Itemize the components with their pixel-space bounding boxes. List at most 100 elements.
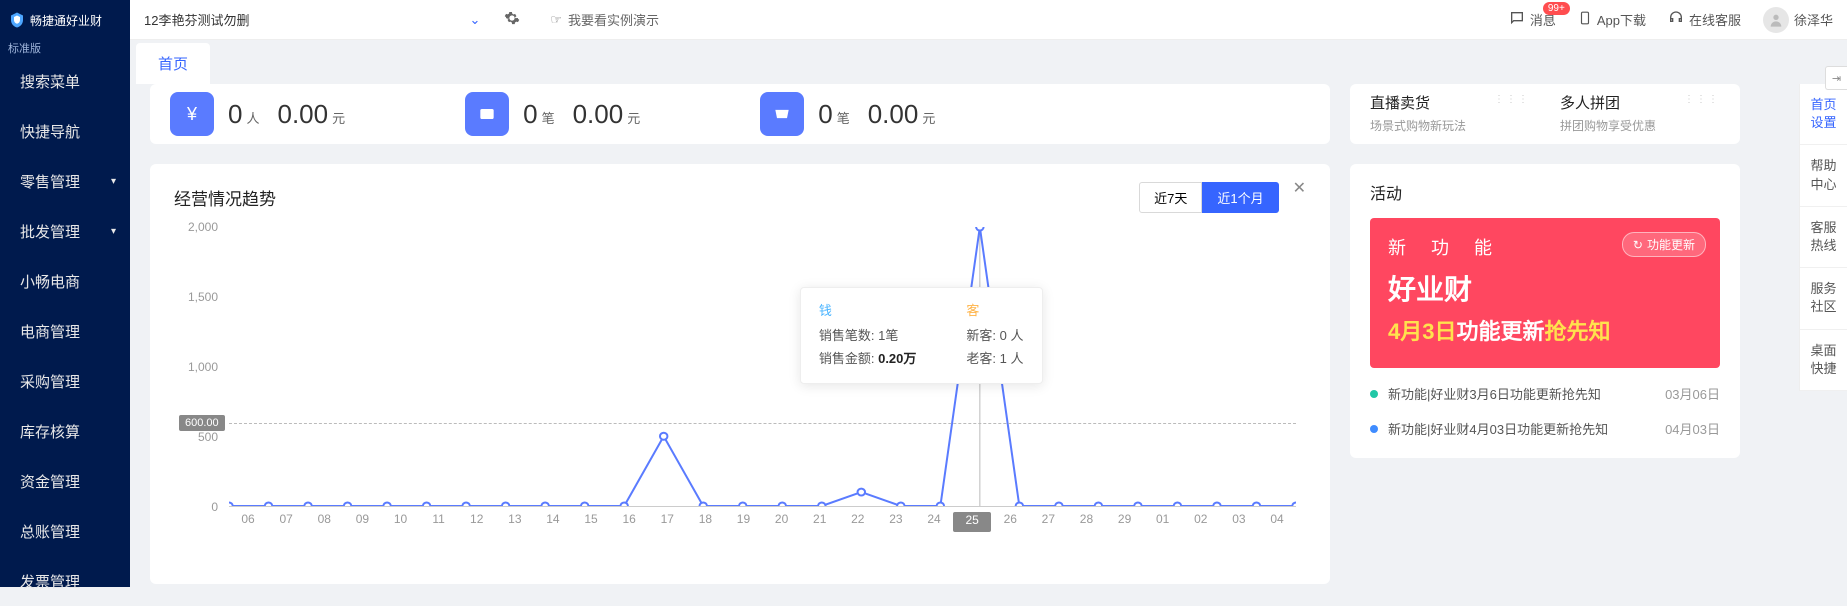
topbar: 12李艳芬测试勿删 ⌄ ☞ 我要看实例演示 消息 99+ App下载 在线客服: [130, 0, 1847, 40]
demo-label: 我要看实例演示: [568, 10, 659, 29]
headset-icon: [1668, 10, 1684, 29]
sidebar-item-label: 零售管理: [20, 171, 80, 192]
kpi-card: 0笔 0.00元: [760, 92, 935, 136]
messages-button[interactable]: 消息 99+: [1509, 10, 1556, 29]
org-name: 12李艳芬测试勿删: [144, 10, 249, 29]
x-tick: 01: [1144, 512, 1182, 532]
rail-item[interactable]: 客服热线: [1800, 207, 1847, 268]
x-tick: 25: [953, 512, 991, 532]
x-tick: 23: [877, 512, 915, 532]
sidebar-item[interactable]: 采购管理: [0, 356, 130, 406]
caret-icon: ▾: [111, 176, 116, 187]
x-tick: 15: [572, 512, 610, 532]
sidebar-item-label: 批发管理: [20, 221, 80, 242]
main-content: ¥ 0人 0.00元 0笔 0.00元 0笔 0.00元: [130, 84, 1797, 587]
x-tick: 24: [915, 512, 953, 532]
kpi-card: ¥ 0人 0.00元: [170, 92, 345, 136]
rail-item[interactable]: 首页设置: [1800, 84, 1847, 145]
promo-sub: 场景式购物新玩法: [1370, 117, 1530, 134]
news-item[interactable]: 新功能|好业财3月6日功能更新抢先知03月06日: [1370, 384, 1720, 403]
brand-icon: [8, 11, 26, 29]
hand-icon: ☞: [550, 12, 562, 28]
messages-badge: 99+: [1543, 2, 1570, 15]
range-toggle: 近7天 近1个月: [1139, 182, 1278, 213]
x-tick: 02: [1182, 512, 1220, 532]
y-tick: 2,000: [188, 220, 218, 234]
version-badge: 标准版: [0, 40, 130, 56]
x-tick: 29: [1106, 512, 1144, 532]
x-tick: 26: [991, 512, 1029, 532]
news-date: 04月03日: [1665, 419, 1720, 438]
sidebar: 畅捷通好业财 标准版 搜索菜单快捷导航零售管理▾批发管理▾小畅电商电商管理采购管…: [0, 0, 130, 587]
banner-update-button[interactable]: ↻ 功能更新: [1622, 232, 1706, 257]
refresh-icon: ↻: [1633, 238, 1643, 252]
gear-icon[interactable]: [504, 10, 520, 29]
x-tick: 16: [610, 512, 648, 532]
right-column: 直播卖货 场景式购物新玩法 ⋮⋮⋮ 多人拼团 拼团购物享受优惠 ⋮⋮⋮ 活动 新…: [1350, 84, 1740, 458]
promo-live[interactable]: 直播卖货 场景式购物新玩法 ⋮⋮⋮: [1370, 92, 1530, 136]
y-tick: 1,000: [188, 360, 218, 374]
sidebar-item[interactable]: 快捷导航: [0, 106, 130, 156]
sidebar-item[interactable]: 搜索菜单: [0, 56, 130, 106]
sidebar-item[interactable]: 电商管理: [0, 306, 130, 356]
promo-sub: 拼团购物享受优惠: [1560, 117, 1720, 134]
sidebar-item[interactable]: 总账管理: [0, 506, 130, 556]
y-tick: 1,500: [188, 290, 218, 304]
x-tick: 19: [724, 512, 762, 532]
close-icon[interactable]: ✕: [1293, 178, 1306, 198]
x-tick: 18: [686, 512, 724, 532]
kpi-value: 0.00: [573, 99, 624, 130]
sidebar-item[interactable]: 批发管理 ▾: [0, 206, 130, 256]
sidebar-item-label: 发票管理: [20, 571, 80, 592]
promo-group[interactable]: 多人拼团 拼团购物享受优惠 ⋮⋮⋮: [1560, 92, 1720, 136]
sidebar-item-label: 快捷导航: [20, 121, 80, 142]
activity-card: 活动 新 功 能 ↻ 功能更新 好业财 4月3日功能更新抢先知 新功能|好业财3…: [1350, 164, 1740, 458]
x-tick: 08: [305, 512, 343, 532]
x-tick: 07: [267, 512, 305, 532]
chart-plot[interactable]: 600.00: [229, 227, 1296, 507]
y-tick: 500: [198, 430, 218, 444]
user-menu[interactable]: 徐泽华: [1763, 7, 1833, 33]
sidebar-item[interactable]: 发票管理: [0, 556, 130, 606]
x-tick: 10: [381, 512, 419, 532]
sidebar-item[interactable]: 零售管理 ▾: [0, 156, 130, 206]
chevron-down-icon[interactable]: ⌄: [469, 12, 480, 28]
range-7d-button[interactable]: 近7天: [1139, 182, 1202, 213]
x-axis: 0607080910111213141516171819202122232425…: [229, 512, 1296, 532]
caret-icon: ▾: [111, 226, 116, 237]
kpi-value: 0: [818, 99, 832, 130]
reference-label: 600.00: [179, 415, 225, 431]
activity-banner[interactable]: 新 功 能 ↻ 功能更新 好业财 4月3日功能更新抢先知: [1370, 218, 1720, 368]
sidebar-item-label: 搜索菜单: [20, 71, 80, 92]
service-button[interactable]: 在线客服: [1668, 10, 1741, 29]
chat-icon: [1509, 10, 1525, 29]
rail-fold-button[interactable]: ⇥: [1825, 66, 1847, 90]
kpi-row: ¥ 0人 0.00元 0笔 0.00元 0笔 0.00元: [150, 84, 1330, 144]
right-rail: ⇥ 首页设置帮助中心客服热线服务社区桌面快捷: [1799, 84, 1847, 391]
tabbar: 首页: [130, 40, 1847, 84]
kpi-icon: [760, 92, 804, 136]
rail-item[interactable]: 服务社区: [1800, 268, 1847, 329]
y-tick: 0: [211, 500, 218, 514]
rail-item[interactable]: 桌面快捷: [1800, 330, 1847, 391]
sidebar-item[interactable]: 小畅电商: [0, 256, 130, 306]
y-axis: 05001,0001,5002,000: [174, 227, 224, 507]
kpi-value: 0: [228, 99, 242, 130]
rail-item[interactable]: 帮助中心: [1800, 145, 1847, 206]
promo-row: 直播卖货 场景式购物新玩法 ⋮⋮⋮ 多人拼团 拼团购物享受优惠 ⋮⋮⋮: [1350, 84, 1740, 144]
tab-home[interactable]: 首页: [136, 43, 210, 84]
sidebar-item-label: 小畅电商: [20, 271, 80, 292]
news-item[interactable]: 新功能|好业财4月03日功能更新抢先知04月03日: [1370, 419, 1720, 438]
sidebar-item[interactable]: 库存核算: [0, 406, 130, 456]
range-1m-button[interactable]: 近1个月: [1202, 182, 1278, 213]
sidebar-item[interactable]: 资金管理: [0, 456, 130, 506]
demo-link[interactable]: ☞ 我要看实例演示: [550, 10, 659, 29]
dot-icon: [1370, 390, 1378, 398]
app-download-button[interactable]: App下载: [1578, 10, 1646, 29]
app-label: App下载: [1597, 10, 1646, 29]
x-tick: 21: [801, 512, 839, 532]
kpi-card: 0笔 0.00元: [465, 92, 640, 136]
sidebar-item-label: 库存核算: [20, 421, 80, 442]
org-selector[interactable]: 12李艳芬测试勿删: [144, 10, 249, 29]
banner-line1: 好业财: [1388, 268, 1702, 308]
